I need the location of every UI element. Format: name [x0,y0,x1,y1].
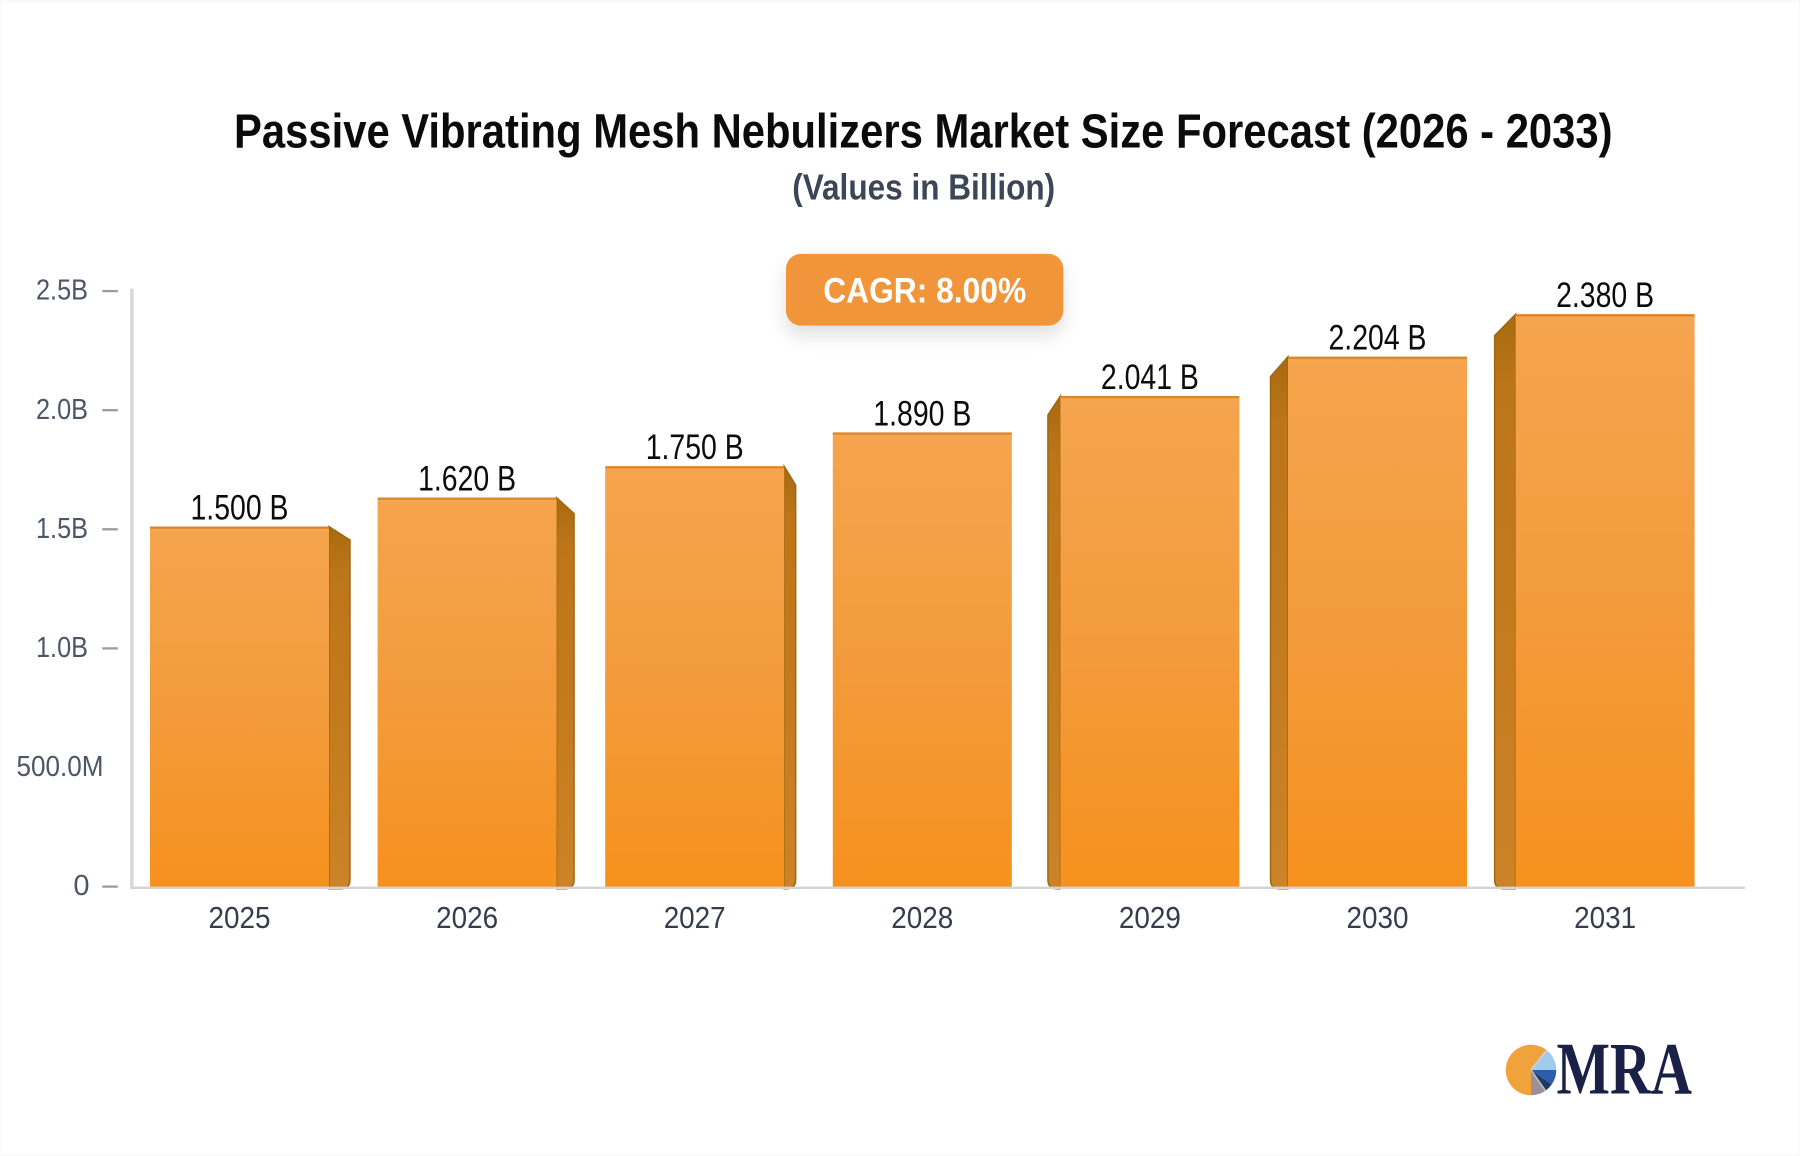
svg-text:2.0B: 2.0B [36,394,88,426]
svg-text:2029: 2029 [1119,900,1181,935]
svg-text:MRA: MRA [1557,1029,1693,1111]
svg-text:500.0M: 500.0M [17,751,104,783]
svg-text:1.5B: 1.5B [36,513,88,545]
svg-text:2031: 2031 [1574,900,1636,935]
svg-text:2.041 B: 2.041 B [1101,358,1199,397]
svg-text:1.750 B: 1.750 B [646,428,744,467]
svg-text:2025: 2025 [209,900,271,935]
svg-text:1.500 B: 1.500 B [191,489,289,528]
svg-text:Passive Vibrating Mesh Nebuliz: Passive Vibrating Mesh Nebulizers Market… [234,106,1613,159]
svg-text:0: 0 [73,870,89,902]
svg-text:2.5B: 2.5B [36,275,88,307]
svg-text:2027: 2027 [664,900,726,935]
svg-text:2030: 2030 [1347,900,1409,935]
svg-text:1.0B: 1.0B [36,632,88,664]
svg-text:2.380 B: 2.380 B [1556,276,1654,315]
svg-text:2.204 B: 2.204 B [1329,319,1427,358]
svg-text:1.620 B: 1.620 B [418,460,516,499]
svg-text:1.890 B: 1.890 B [873,394,971,433]
svg-text:2028: 2028 [891,900,953,935]
svg-text:CAGR: 8.00%: CAGR: 8.00% [823,272,1026,311]
svg-text:2026: 2026 [436,900,498,935]
svg-text:(Values in Billion): (Values in Billion) [792,167,1055,208]
